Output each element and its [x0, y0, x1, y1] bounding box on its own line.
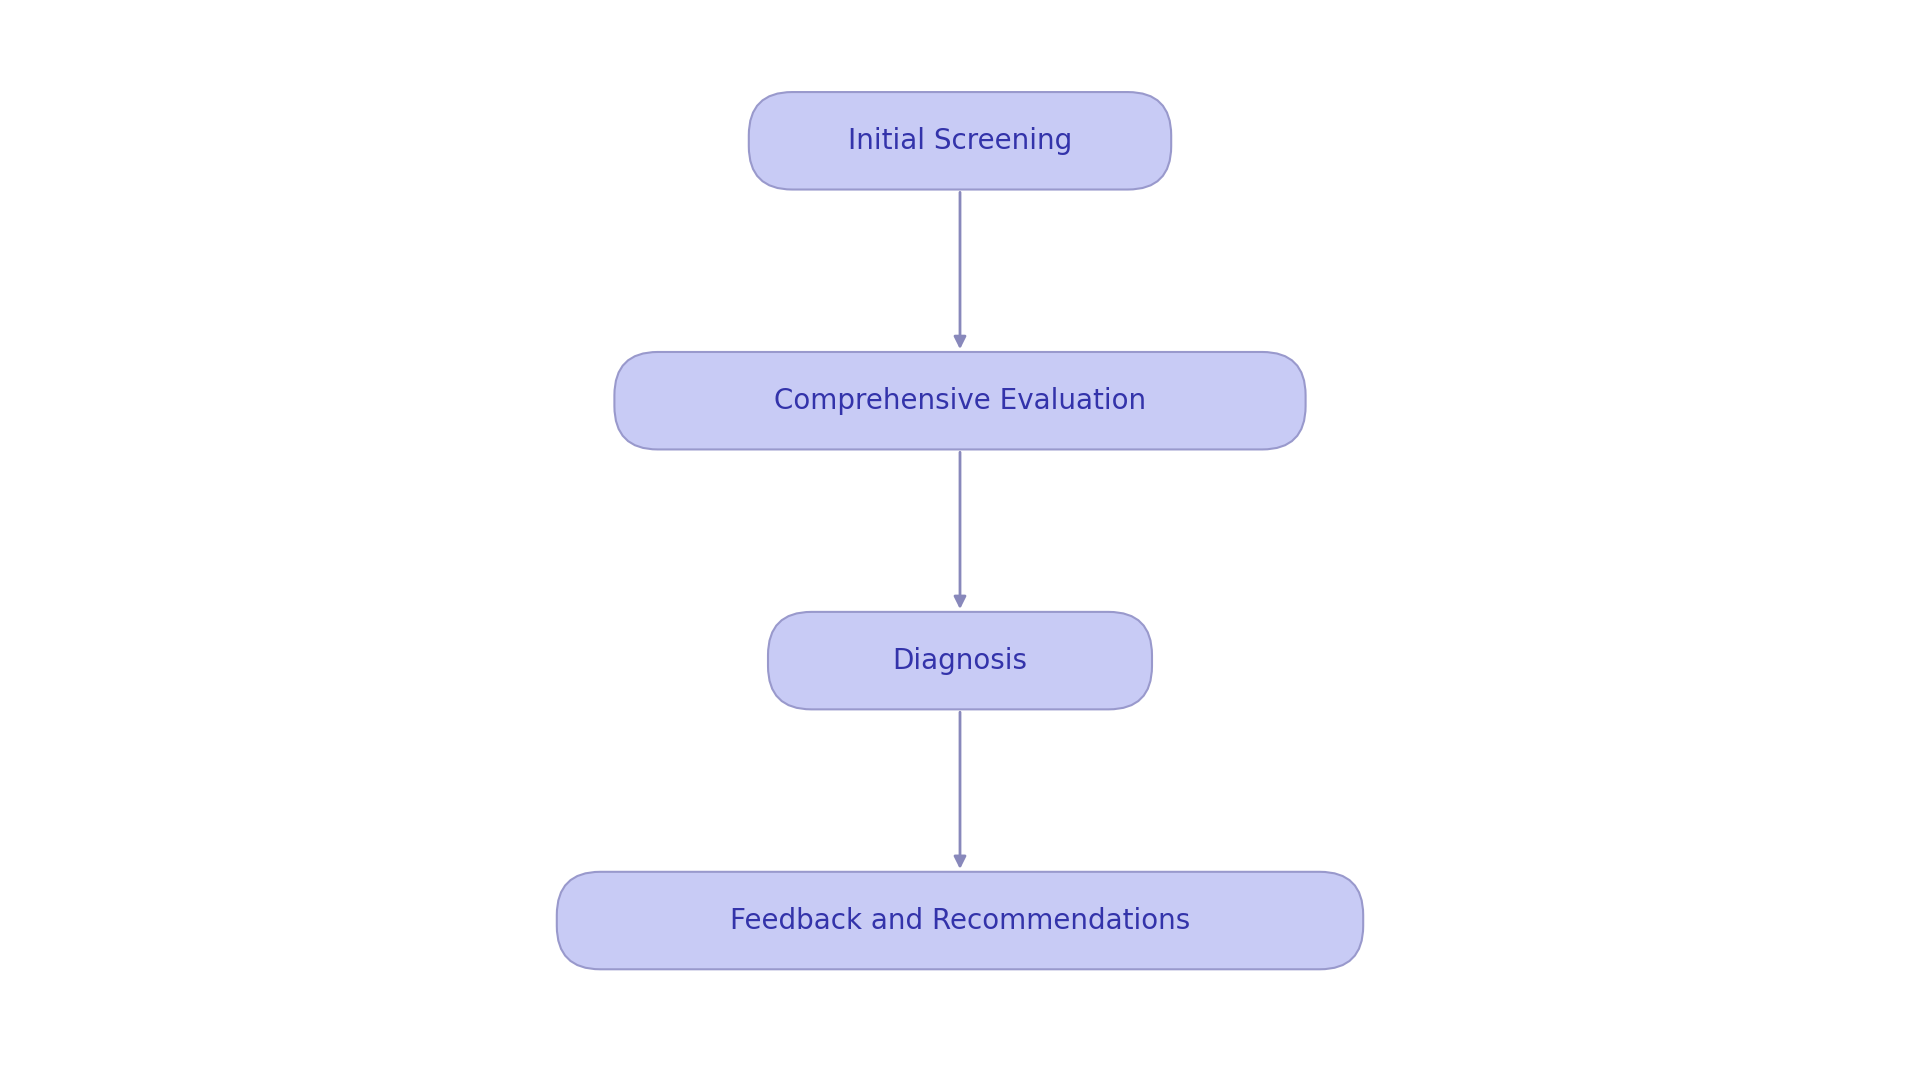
FancyBboxPatch shape [749, 92, 1171, 190]
FancyBboxPatch shape [768, 612, 1152, 709]
Text: Diagnosis: Diagnosis [893, 647, 1027, 675]
Text: Comprehensive Evaluation: Comprehensive Evaluation [774, 387, 1146, 415]
FancyBboxPatch shape [614, 352, 1306, 449]
FancyBboxPatch shape [557, 872, 1363, 969]
Text: Initial Screening: Initial Screening [849, 127, 1071, 155]
Text: Feedback and Recommendations: Feedback and Recommendations [730, 906, 1190, 935]
